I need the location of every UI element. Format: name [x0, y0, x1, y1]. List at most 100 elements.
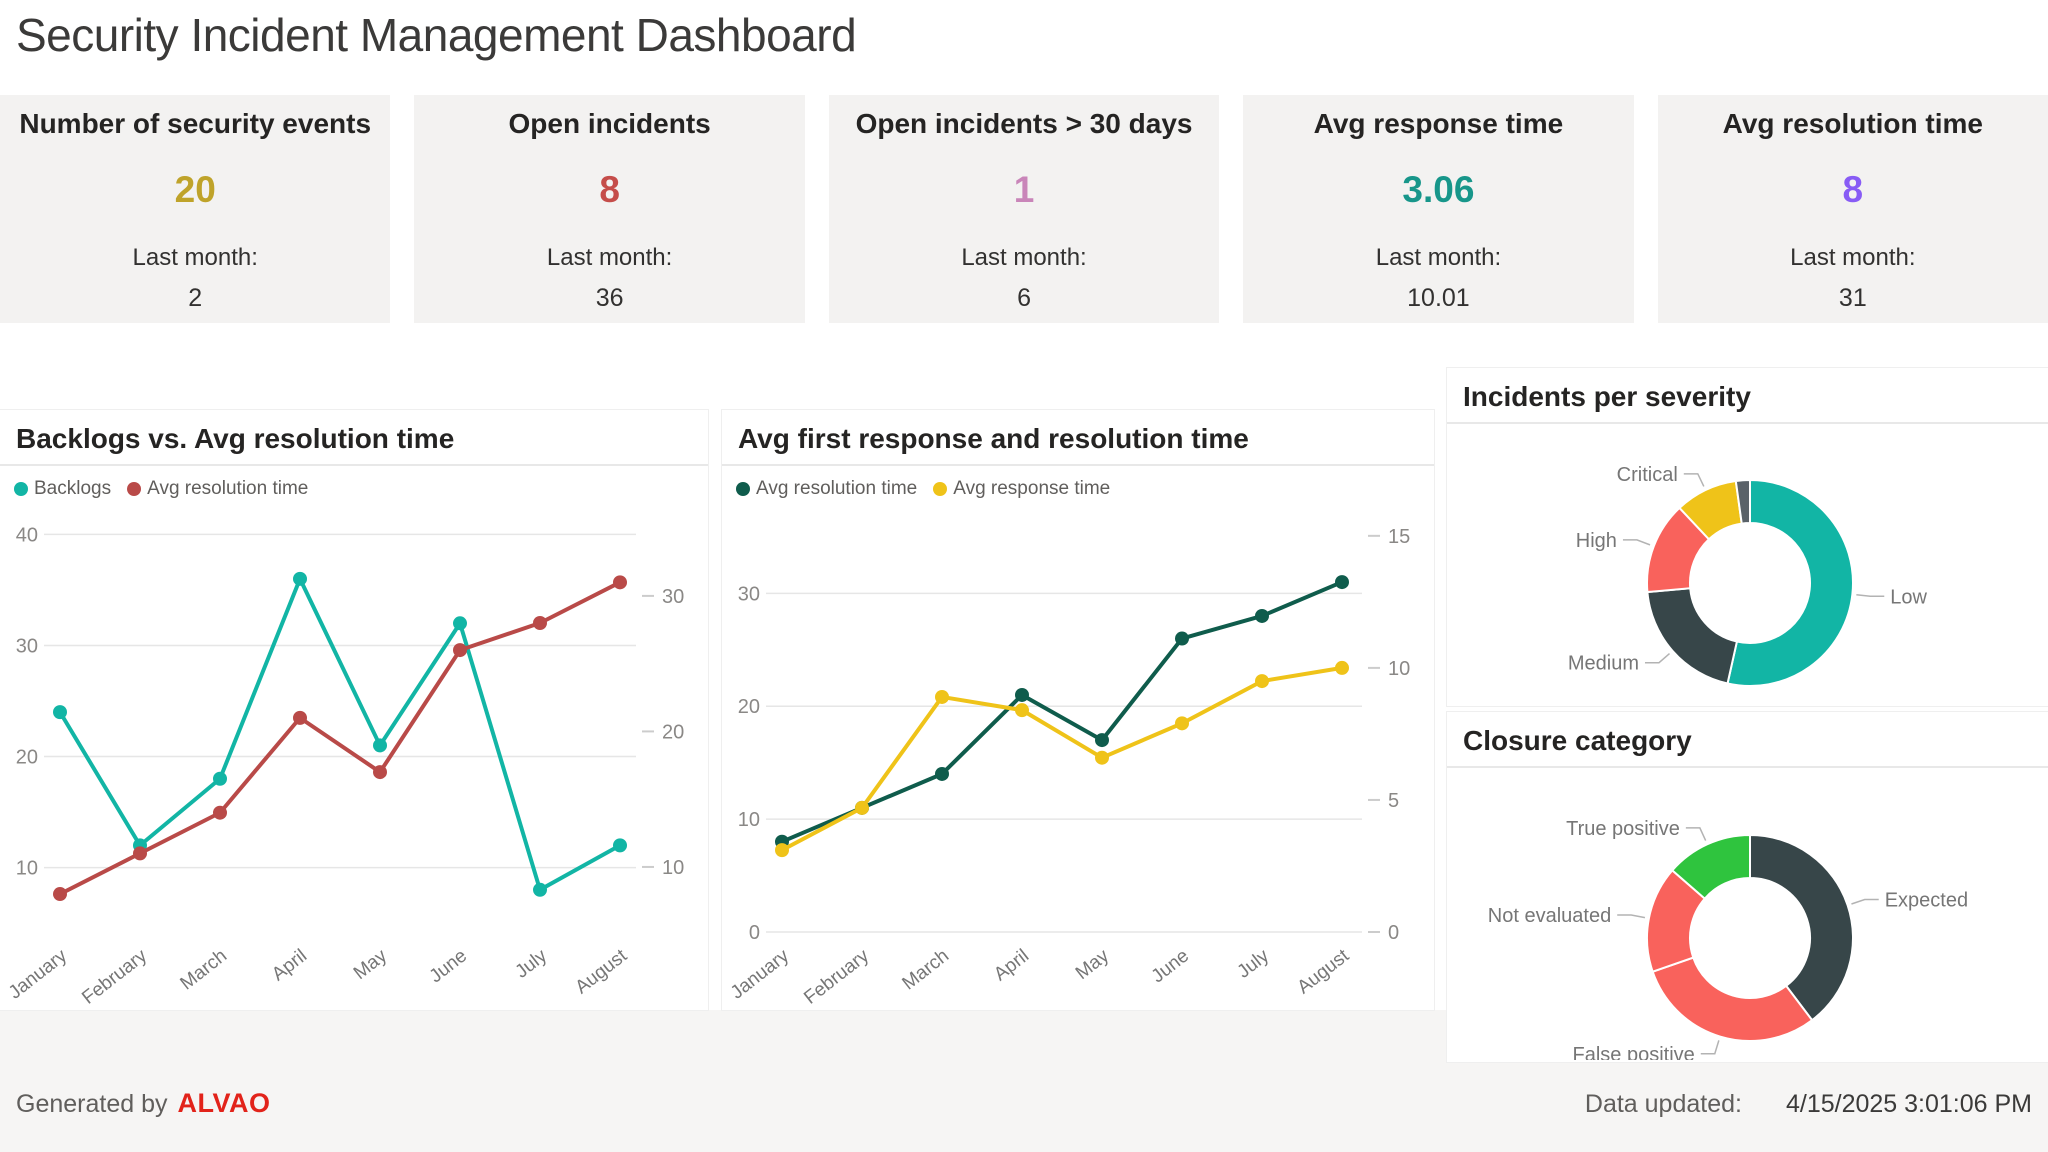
legend-item-backlogs[interactable]: Backlogs [14, 478, 111, 500]
data-point[interactable] [53, 705, 67, 720]
kpi-value: 8 [599, 169, 620, 210]
donut-slice-label: True positive [1566, 818, 1680, 840]
donut-slice-label: Low [1890, 586, 1927, 608]
kpi-sub-label: Last month: [132, 244, 258, 271]
chart-card-response-and-resolution: Avg first response and resolution time A… [722, 410, 1434, 1010]
kpi-row: Number of security events 20 Last month:… [0, 95, 2048, 323]
data-updated-value: 4/15/2025 3:01:06 PM [1785, 1090, 2032, 1118]
month-label: August [572, 945, 632, 998]
label-leader-line [1644, 652, 1671, 664]
page-title: Security Incident Management Dashboard [16, 9, 857, 61]
chart-card-incidents-per-severity: Incidents per severity Low Medium High Crit… [1447, 368, 2048, 706]
label-leader-line [1700, 1040, 1720, 1055]
data-point[interactable] [533, 882, 547, 897]
right-axis-tick-label: 10 [662, 857, 684, 879]
data-point[interactable] [613, 575, 627, 590]
kpi-title: Avg response time [1313, 108, 1564, 139]
data-point[interactable] [935, 766, 949, 781]
data-point[interactable] [1255, 674, 1269, 689]
data-point[interactable] [1335, 660, 1349, 675]
data-point[interactable] [213, 771, 227, 786]
data-point[interactable] [53, 887, 67, 902]
data-point[interactable] [1015, 703, 1029, 718]
month-label: February [800, 945, 873, 1008]
right-axis-tick-label: 10 [1388, 658, 1410, 680]
label-leader-line [1685, 827, 1707, 841]
data-point[interactable] [133, 846, 147, 861]
data-point[interactable] [533, 616, 547, 630]
series-line-avg-response-time [781, 665, 1343, 852]
chart-title: Closure category [1447, 712, 2048, 768]
generated-by-label: Generated by [16, 1090, 168, 1118]
kpi-value: 20 [174, 169, 216, 210]
kpi-sub-value: 31 [1838, 284, 1867, 312]
kpi-value: 3.06 [1402, 169, 1475, 210]
data-point[interactable] [1095, 733, 1109, 748]
month-label: June [426, 945, 471, 987]
donut-slice-true-positive[interactable] [1670, 833, 1751, 901]
data-point[interactable] [373, 738, 387, 753]
kpi-value: 8 [1842, 169, 1864, 210]
data-point[interactable] [935, 689, 949, 704]
donut-slice-false-positive[interactable] [1651, 956, 1814, 1042]
legend-item-avg-resolution-time[interactable]: Avg resolution time [127, 478, 308, 500]
left-axis-tick-label: 10 [738, 809, 760, 831]
month-label: April [268, 945, 311, 985]
left-axis-tick-label: 10 [16, 858, 38, 880]
month-label: July [1234, 945, 1274, 983]
kpi-card-avg-response-time: Avg response time 3.06 Last month: 10.01 [1243, 95, 1634, 323]
legend-label: Avg resolution time [147, 478, 309, 499]
data-point[interactable] [855, 800, 869, 815]
label-leader-line [1622, 539, 1651, 546]
alvao-logo[interactable]: ALVAO [177, 1088, 271, 1118]
month-label: January [5, 945, 72, 1003]
legend-item-avg-resolution-time[interactable]: Avg resolution time [736, 478, 917, 500]
data-point[interactable] [293, 710, 307, 725]
legend-item-avg-response-time[interactable]: Avg response time [933, 478, 1110, 500]
month-label: April [990, 945, 1033, 985]
left-axis-tick-label: 20 [16, 747, 38, 769]
donut-slice-low[interactable] [1726, 478, 1854, 687]
data-point[interactable] [1255, 608, 1269, 623]
right-axis-tick-label: 20 [662, 721, 684, 743]
data-point[interactable] [453, 616, 467, 631]
label-leader-line [1683, 473, 1705, 487]
data-point[interactable] [213, 805, 227, 820]
donut-chart-incidents-per-severity: Low Medium High Critical [1568, 464, 1928, 687]
kpi-title: Open incidents > 30 days [855, 108, 1193, 139]
data-updated-label: Data updated: [1584, 1090, 1742, 1118]
data-point[interactable] [293, 571, 307, 586]
line-chart-backlogs-vs-resolution: 40 30 20 10 30 20 10 January February March April M… [5, 524, 684, 1008]
right-axis-tick-label: 0 [1388, 922, 1399, 944]
kpi-sub-value: 6 [1017, 284, 1031, 312]
data-point[interactable] [1175, 631, 1189, 646]
kpi-sub-value: 2 [188, 284, 203, 312]
month-label: January [727, 945, 794, 1003]
month-label: July [512, 945, 552, 983]
donut-slice-other[interactable] [1734, 478, 1751, 525]
kpi-sub-label: Last month: [1375, 244, 1502, 271]
donut-slice-medium[interactable] [1646, 587, 1739, 685]
data-point[interactable] [1175, 716, 1189, 731]
legend-label: Avg response time [953, 478, 1111, 499]
data-point[interactable] [453, 643, 467, 658]
legend-dot-icon [127, 482, 142, 496]
right-axis-tick-label: 30 [662, 586, 684, 608]
chart-card-closure-category: Closure category Expected False positive N… [1447, 712, 2048, 1062]
kpi-card-open-incidents-30-days: Open incidents > 30 days 1 Last month: 6 [828, 95, 1220, 323]
data-point[interactable] [613, 838, 627, 853]
chart-title: Avg first response and resolution time [722, 410, 1434, 466]
donut-slice-label: False positive [1573, 1044, 1695, 1060]
data-point[interactable] [775, 843, 789, 858]
data-point[interactable] [1335, 575, 1349, 590]
legend-label: Avg resolution time [756, 478, 918, 499]
donut-slice-label: Medium [1568, 653, 1639, 675]
donut-slice-expected[interactable] [1749, 833, 1854, 1022]
data-point[interactable] [373, 765, 387, 780]
month-label: March [177, 945, 232, 994]
data-point[interactable] [1095, 750, 1109, 765]
month-label: August [1294, 945, 1354, 998]
data-point[interactable] [1015, 687, 1029, 702]
month-label: May [350, 945, 392, 984]
